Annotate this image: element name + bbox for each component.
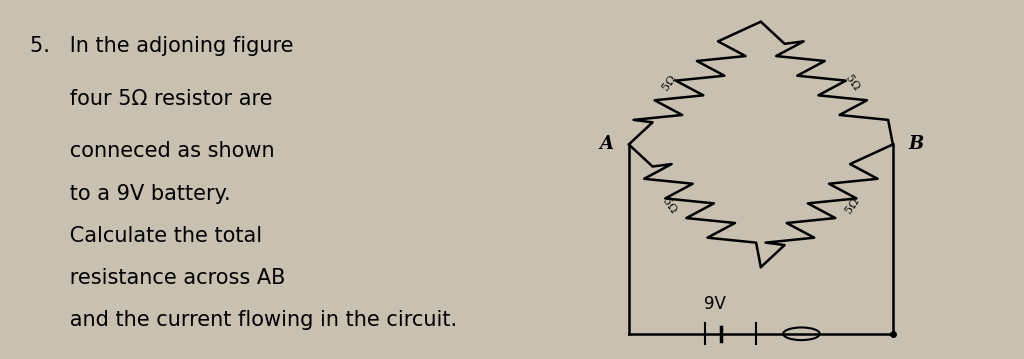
Text: resistance across AB: resistance across AB bbox=[30, 268, 285, 288]
Text: and the current flowing in the circuit.: and the current flowing in the circuit. bbox=[30, 310, 457, 330]
Text: 5Ω: 5Ω bbox=[844, 196, 861, 215]
Text: B: B bbox=[908, 135, 924, 153]
Text: four 5Ω resistor are: four 5Ω resistor are bbox=[30, 89, 272, 109]
Text: A: A bbox=[600, 135, 613, 153]
Text: to a 9V battery.: to a 9V battery. bbox=[30, 183, 230, 204]
Text: 5Ω: 5Ω bbox=[660, 74, 678, 93]
Text: 5.   In the adjoning figure: 5. In the adjoning figure bbox=[30, 36, 293, 56]
Text: 9V: 9V bbox=[705, 295, 726, 313]
Text: conneced as shown: conneced as shown bbox=[30, 141, 274, 162]
Text: 5Ω: 5Ω bbox=[660, 196, 678, 215]
Text: 5Ω: 5Ω bbox=[844, 74, 861, 93]
Text: Calculate the total: Calculate the total bbox=[30, 225, 262, 246]
